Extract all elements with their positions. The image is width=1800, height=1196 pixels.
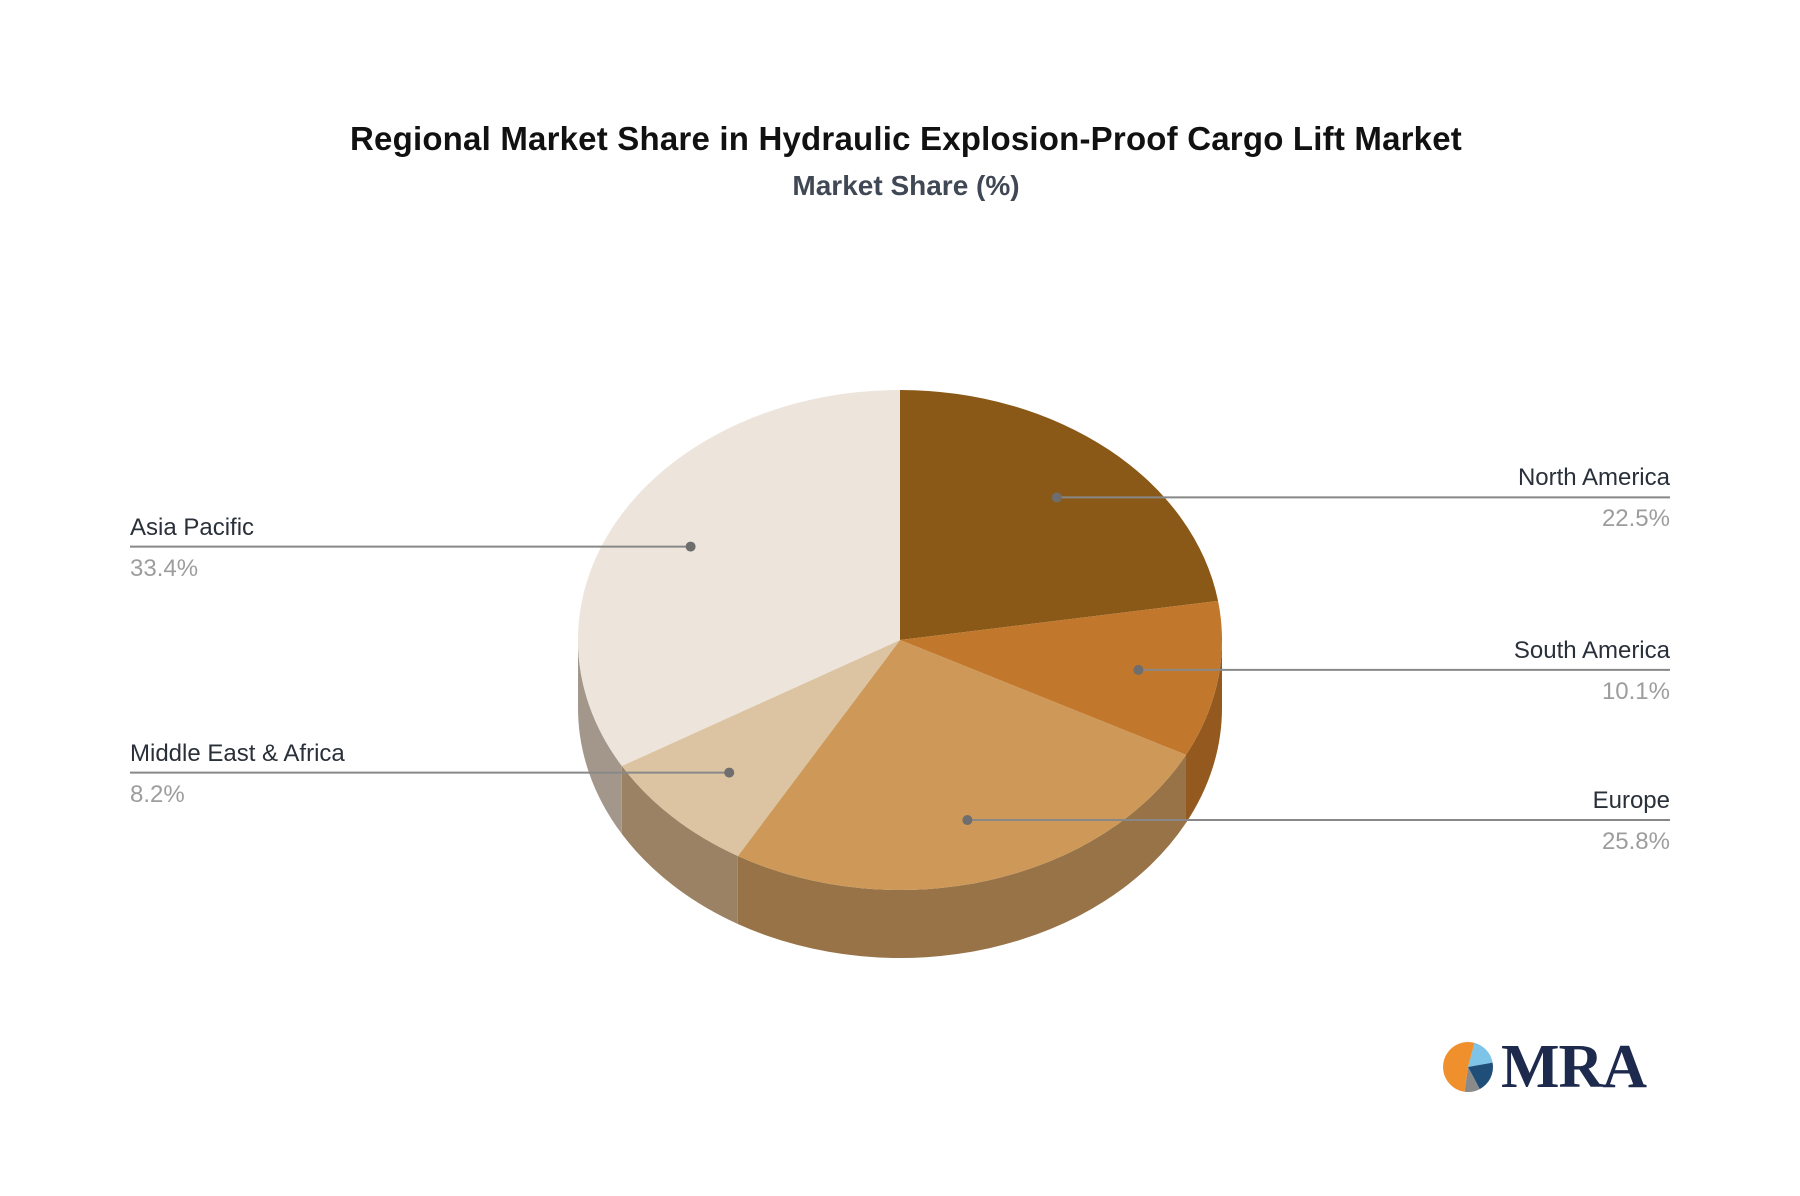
pie-slice-side [621, 765, 738, 924]
pie-slice-south-america[interactable] [900, 600, 1222, 755]
logo-slice-navy [1468, 1062, 1493, 1090]
chart-subtitle: Market Share (%) [792, 170, 1020, 201]
callout-asia-pacific: Asia Pacific 33.4% [130, 514, 254, 583]
pie-slice-asia-pacific[interactable] [577, 390, 900, 766]
logo-slice-gray [1464, 1067, 1480, 1093]
mra-logo-text: MRA [1501, 1033, 1647, 1101]
pie-slice-side [1185, 640, 1222, 823]
callout-middle-east-africa: Middle East & Africa 8.2% [130, 740, 345, 809]
callout-dot [685, 541, 696, 552]
pie-slice-middle-east-africa[interactable] [621, 640, 900, 856]
callout-region-value: 25.8% [1601, 828, 1670, 856]
callout-south-america: South America 10.1% [1514, 637, 1670, 706]
callout-dot [962, 815, 973, 826]
callout-region-value: 22.5% [1601, 505, 1670, 533]
pie-slice-side [737, 754, 1186, 959]
callout-region-value: 33.4% [130, 554, 199, 582]
callout-region-name: Asia Pacific [130, 513, 255, 541]
mra-logo: MRA [1440, 1034, 1660, 1100]
callout-region-value: 10.1% [1601, 677, 1670, 705]
callout-region-name: Middle East & Africa [130, 739, 345, 767]
callout-region-name: South America [1513, 636, 1670, 664]
callout-europe: Europe 25.8% [1593, 787, 1670, 856]
logo-slice-orange [1443, 1042, 1475, 1092]
pie-slice-side [578, 640, 622, 834]
callout-region-value: 8.2% [130, 780, 185, 808]
callout-dot [1051, 492, 1062, 503]
logo-slice-lightblue [1468, 1042, 1493, 1067]
mra-logo-pie-icon [1443, 1042, 1493, 1093]
callout-dot [1133, 664, 1144, 675]
pie-slice-europe[interactable] [737, 640, 1186, 891]
callout-region-name: North America [1517, 464, 1670, 492]
callout-north-america: North America 22.5% [1518, 464, 1670, 533]
chart-title: Regional Market Share in Hydraulic Explo… [350, 120, 1462, 157]
callout-region-name: Europe [1592, 787, 1670, 815]
callout-dot [724, 767, 735, 778]
pie-slice-north-america[interactable] [900, 390, 1219, 640]
